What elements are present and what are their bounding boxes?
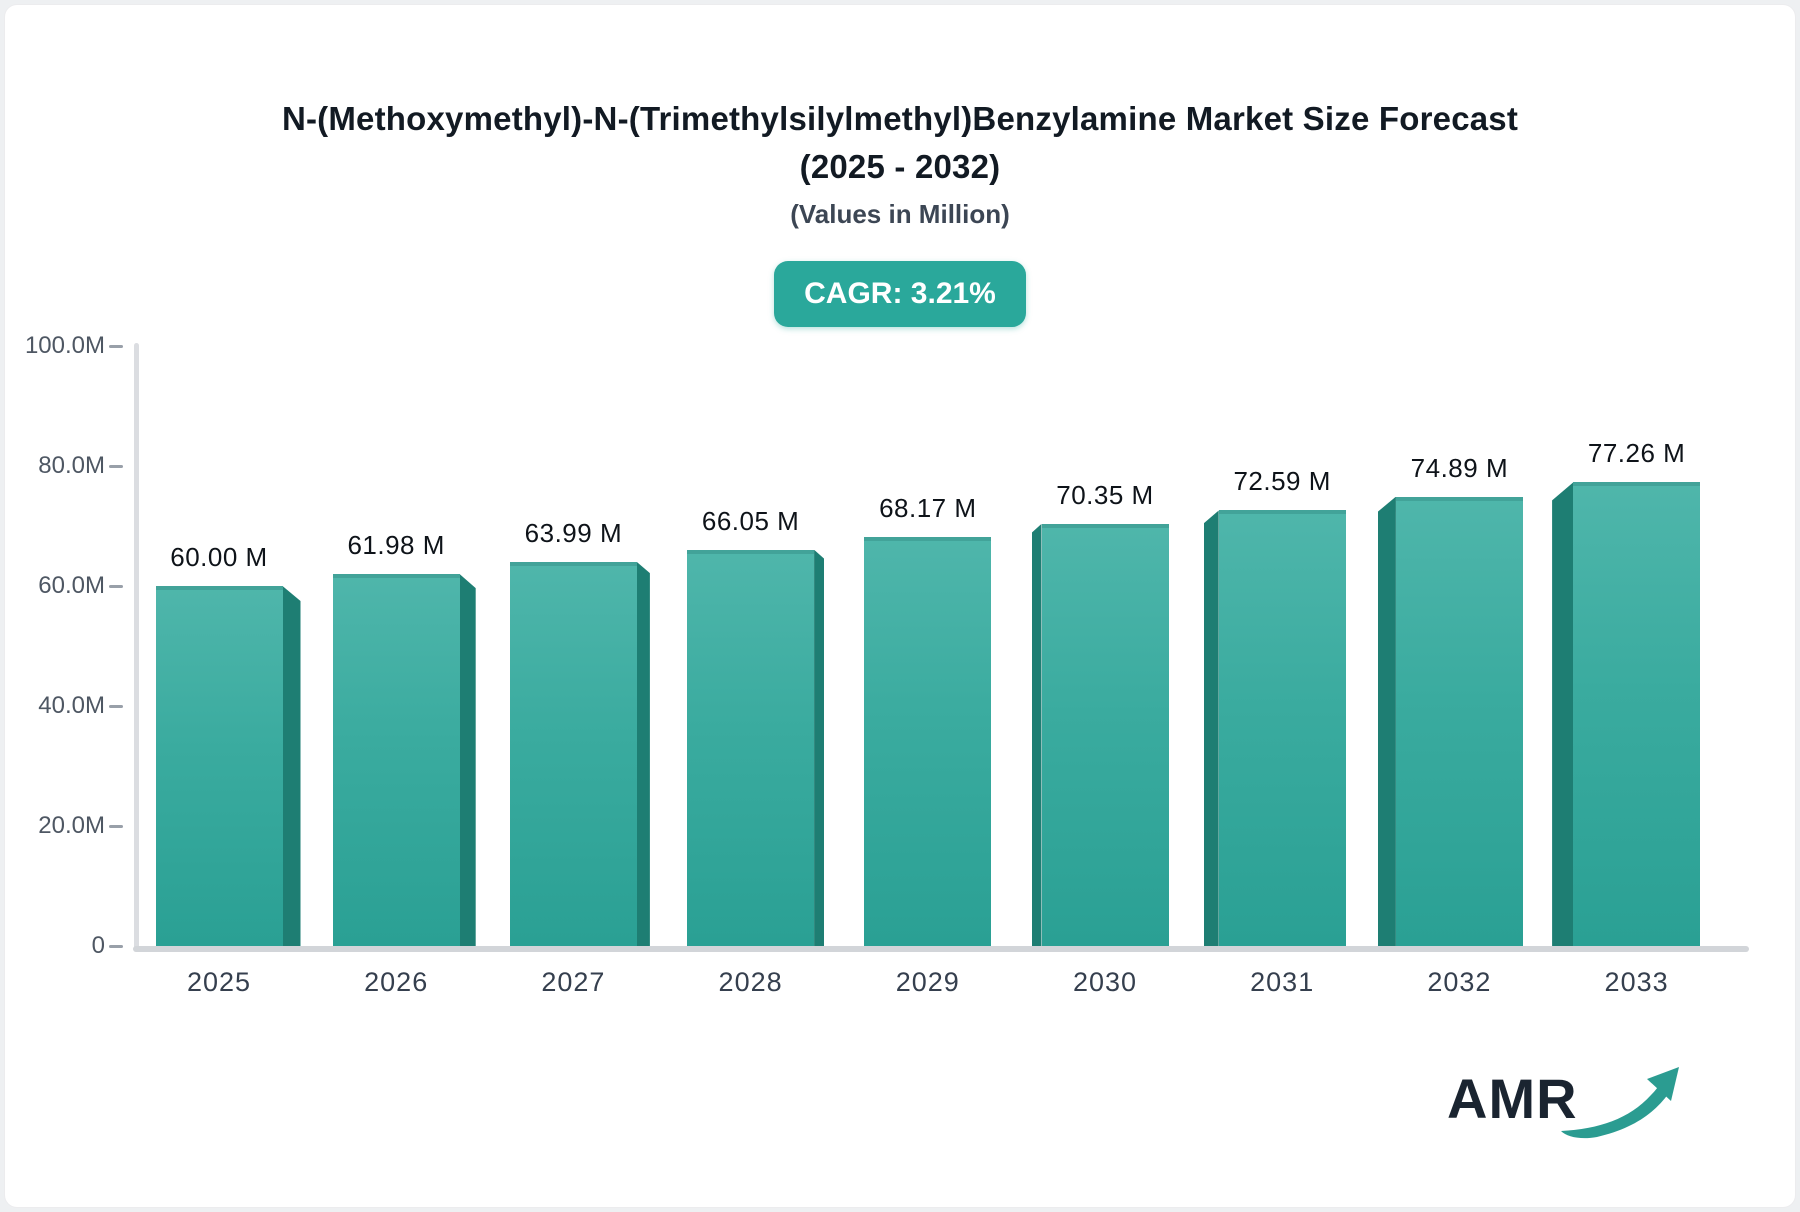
bar-2025[interactable]: [155, 586, 283, 946]
chart-title-line1: N-(Methoxymethyl)-N-(Trimethylsilylmethy…: [281, 100, 1519, 137]
x-axis-label-2026: 2026: [364, 967, 429, 997]
chart-card: N-(Methoxymethyl)-N-(Trimethylsilylmethy…: [5, 5, 1795, 1207]
x-axis-label-2031: 2031: [1250, 967, 1315, 997]
plot-area: 100.0M 80.0M 60.0M 40.0M 20.0M 0 60.00 M 61.98…: [5, 5, 1795, 1207]
x-axis-label-2027: 2027: [541, 967, 606, 997]
y-axis-label: 60.0M: [38, 572, 105, 599]
x-axis-label-2025: 2025: [186, 967, 252, 997]
bar-2028[interactable]: [687, 549, 815, 946]
chart-title-line2: (2025 - 2032): [799, 148, 1001, 185]
amr-logo-swoosh-arrow-icon: [1561, 1067, 1679, 1139]
y-axis-label: 40.0M: [38, 692, 105, 719]
x-axis-label-2029: 2029: [895, 967, 960, 997]
y-axis-label: 100.0M: [24, 332, 105, 359]
bar-side-shadow: [636, 562, 650, 946]
bar-side-shadow: [814, 549, 825, 946]
bar-value-label: 74.89 M: [1410, 452, 1509, 483]
y-axis-label: 20.0M: [38, 812, 105, 839]
bar-2032[interactable]: [1395, 496, 1523, 946]
y-tick-mark: [109, 945, 123, 948]
bar-2031[interactable]: [1218, 510, 1346, 946]
x-axis-label-2033: 2033: [1604, 967, 1669, 997]
chart-subtitle: (Values in Million): [790, 199, 1010, 229]
bar-value-label: 68.17 M: [879, 492, 977, 523]
chart-header: N-(Methoxymethyl)-N-(Trimethylsilylmethy…: [5, 95, 1795, 327]
bar-side-shadow: [1031, 523, 1042, 946]
y-tick-mark: [109, 465, 123, 468]
y-axis-line: [134, 343, 139, 952]
bar-side-shadow: [1377, 496, 1396, 946]
bar-2033[interactable]: [1573, 482, 1701, 946]
bar-2027[interactable]: [509, 562, 637, 946]
bar-value-label: 60.00 M: [170, 542, 268, 572]
y-axis-label: 0: [91, 932, 105, 959]
bar-side-shadow: [282, 586, 301, 946]
bar-value-label: 66.05 M: [701, 505, 800, 536]
bar-2026[interactable]: [332, 574, 460, 946]
bar-side-shadow: [1552, 482, 1574, 946]
bar-side-shadow: [459, 574, 476, 946]
bar-2030[interactable]: [1041, 523, 1169, 946]
cagr-badge: CAGR: 3.21%: [774, 261, 1026, 327]
amr-logo: AMR: [1447, 1065, 1679, 1145]
bar-value-label: 72.59 M: [1233, 466, 1331, 497]
bar-value-label: 63.99 M: [524, 518, 623, 549]
x-axis-label-2030: 2030: [1072, 967, 1138, 997]
x-axis-line: [133, 946, 1749, 952]
bar-value-label: 70.35 M: [1056, 479, 1154, 510]
bar-value-label: 61.98 M: [347, 530, 445, 561]
bar-value-label: 77.26 M: [1587, 438, 1686, 469]
y-tick-mark: [109, 705, 123, 708]
amr-logo-text: AMR: [1447, 1067, 1578, 1130]
bar-2029[interactable]: [864, 536, 992, 946]
y-tick-mark: [109, 825, 123, 828]
bar-side-shadow: [1203, 510, 1219, 946]
y-axis-label: 80.0M: [38, 452, 105, 479]
y-tick-mark: [109, 585, 123, 588]
y-tick-mark: [109, 345, 123, 348]
x-axis-label-2028: 2028: [718, 967, 783, 997]
x-axis-label-2032: 2032: [1427, 967, 1492, 997]
